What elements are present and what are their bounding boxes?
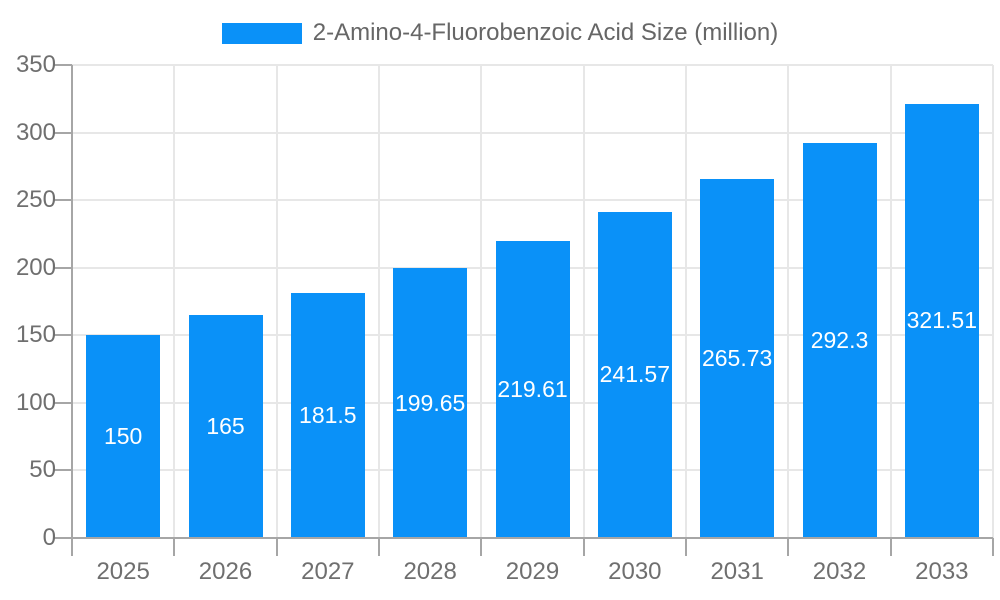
x-tick-label: 2032 [812,558,867,585]
y-tick-mark [54,401,72,404]
x-tick-mark [71,538,73,556]
gridline-horizontal [72,64,993,66]
x-tick-label: 2033 [915,558,969,585]
legend-swatch [221,22,302,44]
gridline-vertical [889,65,892,538]
bar-value-label: 219.61 [497,376,568,403]
y-tick-mark [54,334,72,337]
bar-value-label: 181.5 [299,401,357,428]
x-tick-mark [787,538,790,556]
x-tick-mark [685,538,687,556]
x-tick-mark [275,538,278,556]
y-tick-label: 200 [15,253,56,281]
x-tick-label: 2026 [198,558,253,585]
bar-value-label: 165 [206,412,245,439]
gridline-horizontal [72,131,993,134]
y-tick-label: 50 [29,456,56,484]
bar[interactable]: 321.51 [904,103,979,538]
bar[interactable]: 219.61 [495,241,570,538]
bar-value-label: 292.3 [810,326,869,353]
x-tick-label: 2028 [403,558,457,585]
x-tick-mark [582,538,585,556]
x-tick-label: 2031 [710,558,764,585]
y-tick-mark [54,266,72,269]
gridline-vertical [787,65,790,538]
y-axis-line [71,65,73,538]
x-tick-label: 2025 [96,558,150,585]
y-tick-label: 350 [15,51,56,78]
gridline-vertical [378,65,380,538]
bar-value-label: 199.65 [394,389,466,416]
gridline-vertical [173,65,176,538]
bar-value-label: 321.51 [906,307,977,334]
y-tick-label: 150 [15,321,56,349]
gridline-vertical [480,65,483,538]
bar[interactable]: 265.73 [700,178,775,538]
bar[interactable]: 199.65 [393,268,468,538]
x-tick-label: 2030 [608,558,662,585]
x-axis-line [72,537,993,539]
x-tick-label: 2027 [301,558,355,585]
bar[interactable]: 150 [86,335,161,538]
legend-item[interactable]: 2-Amino-4-Fluorobenzoic Acid Size (milli… [0,20,1000,46]
x-tick-mark [992,538,994,556]
y-tick-mark [54,469,72,472]
y-tick-label: 100 [15,388,56,416]
gridline-vertical [275,65,278,538]
y-tick-mark [54,537,72,539]
y-tick-mark [54,131,72,134]
x-tick-mark [889,538,892,556]
bar-value-label: 265.73 [701,344,773,371]
gridline-horizontal [72,199,993,202]
y-tick-mark [54,199,72,202]
x-tick-mark [480,538,483,556]
y-tick-label: 250 [15,186,56,214]
gridline-vertical [685,65,687,538]
bar-value-label: 241.57 [599,361,670,388]
x-tick-label: 2029 [505,558,560,585]
bar[interactable]: 165 [188,315,263,538]
y-tick-mark [54,64,72,66]
legend-label: 2-Amino-4-Fluorobenzoic Acid Size (milli… [312,19,779,46]
bar-value-label: 150 [103,423,143,450]
x-tick-mark [173,538,176,556]
x-tick-mark [378,538,380,556]
bar[interactable]: 292.3 [802,142,877,538]
bar[interactable]: 181.5 [290,292,365,538]
bar[interactable]: 241.57 [597,211,672,538]
y-tick-label: 0 [42,524,56,551]
y-tick-label: 300 [15,118,56,146]
gridline-vertical [582,65,585,538]
gridline-vertical [992,65,994,538]
